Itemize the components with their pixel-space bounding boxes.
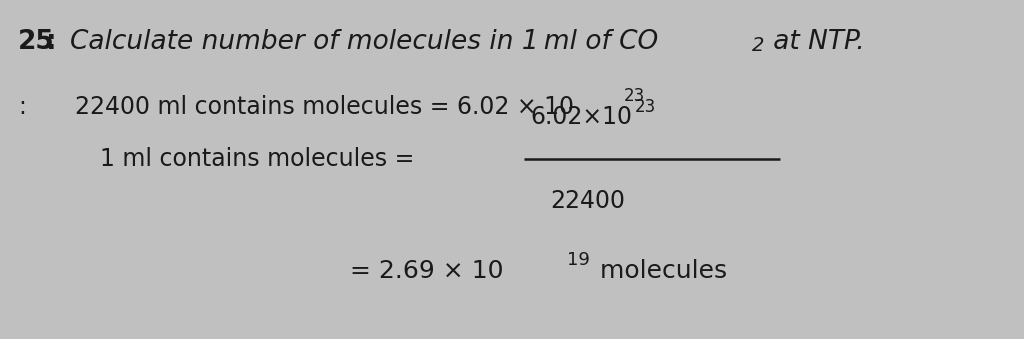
Text: Calculate number of molecules in 1 ml of CO: Calculate number of molecules in 1 ml of… (70, 29, 658, 55)
Text: :: : (46, 29, 56, 55)
Text: molecules: molecules (592, 259, 727, 283)
Text: 22400 ml contains molecules = 6.02 × 10: 22400 ml contains molecules = 6.02 × 10 (75, 95, 574, 119)
Text: 23: 23 (635, 98, 656, 116)
Text: 6.02×10: 6.02×10 (530, 105, 632, 129)
Text: = 2.69 × 10: = 2.69 × 10 (350, 259, 504, 283)
Text: 23: 23 (624, 87, 645, 105)
Text: 2: 2 (752, 36, 764, 55)
Text: 1 ml contains molecules =: 1 ml contains molecules = (100, 147, 415, 171)
Text: 19: 19 (567, 251, 590, 269)
Text: :: : (18, 95, 26, 119)
Text: 25: 25 (18, 29, 54, 55)
Text: at NTP.: at NTP. (768, 29, 864, 55)
Text: 22400: 22400 (550, 189, 625, 213)
